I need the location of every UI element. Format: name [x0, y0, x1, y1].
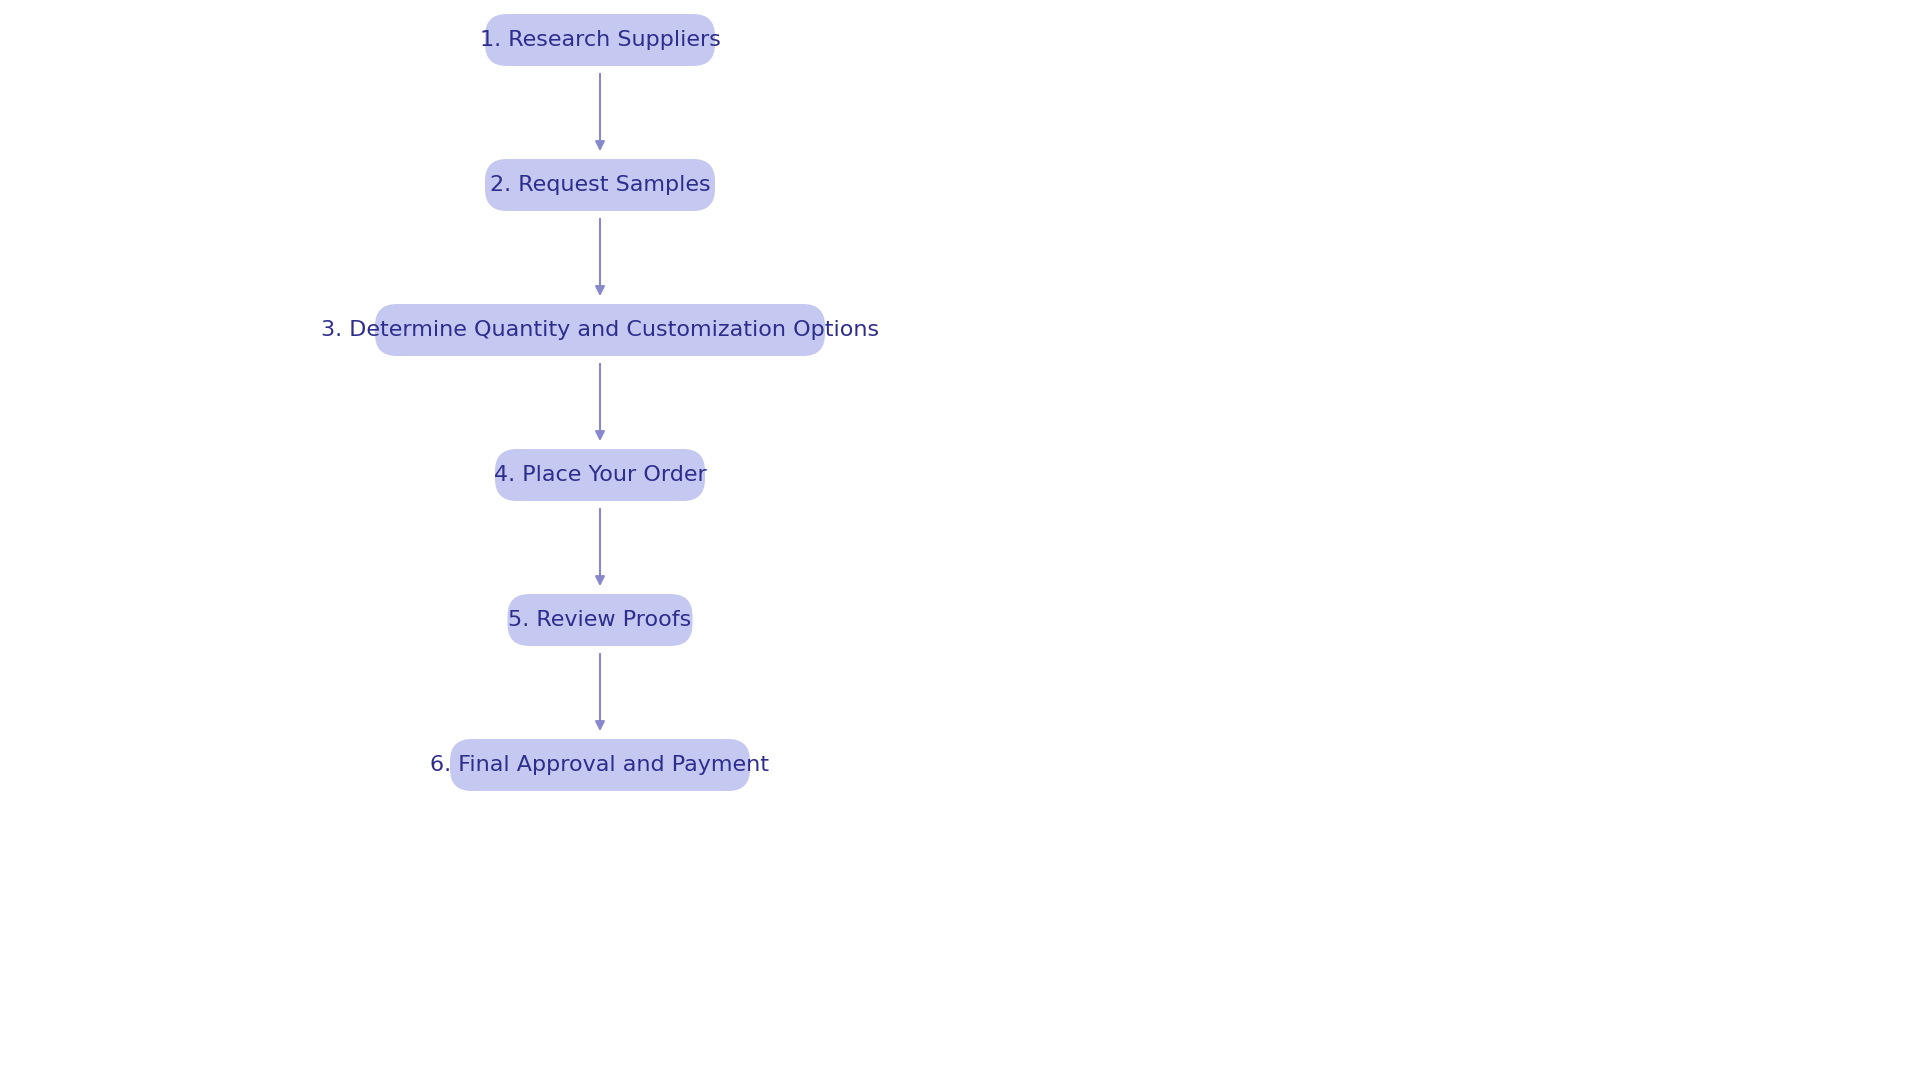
Text: 5. Review Proofs: 5. Review Proofs: [509, 610, 691, 630]
Text: 6. Final Approval and Payment: 6. Final Approval and Payment: [430, 755, 770, 775]
FancyBboxPatch shape: [374, 304, 826, 356]
FancyBboxPatch shape: [495, 449, 705, 501]
Text: 3. Determine Quantity and Customization Options: 3. Determine Quantity and Customization …: [321, 319, 879, 340]
FancyBboxPatch shape: [486, 14, 714, 66]
FancyBboxPatch shape: [486, 159, 714, 211]
FancyBboxPatch shape: [449, 739, 751, 791]
Text: 4. Place Your Order: 4. Place Your Order: [493, 465, 707, 485]
FancyBboxPatch shape: [507, 593, 693, 645]
Text: 2. Request Samples: 2. Request Samples: [490, 175, 710, 195]
Text: 1. Research Suppliers: 1. Research Suppliers: [480, 30, 720, 50]
